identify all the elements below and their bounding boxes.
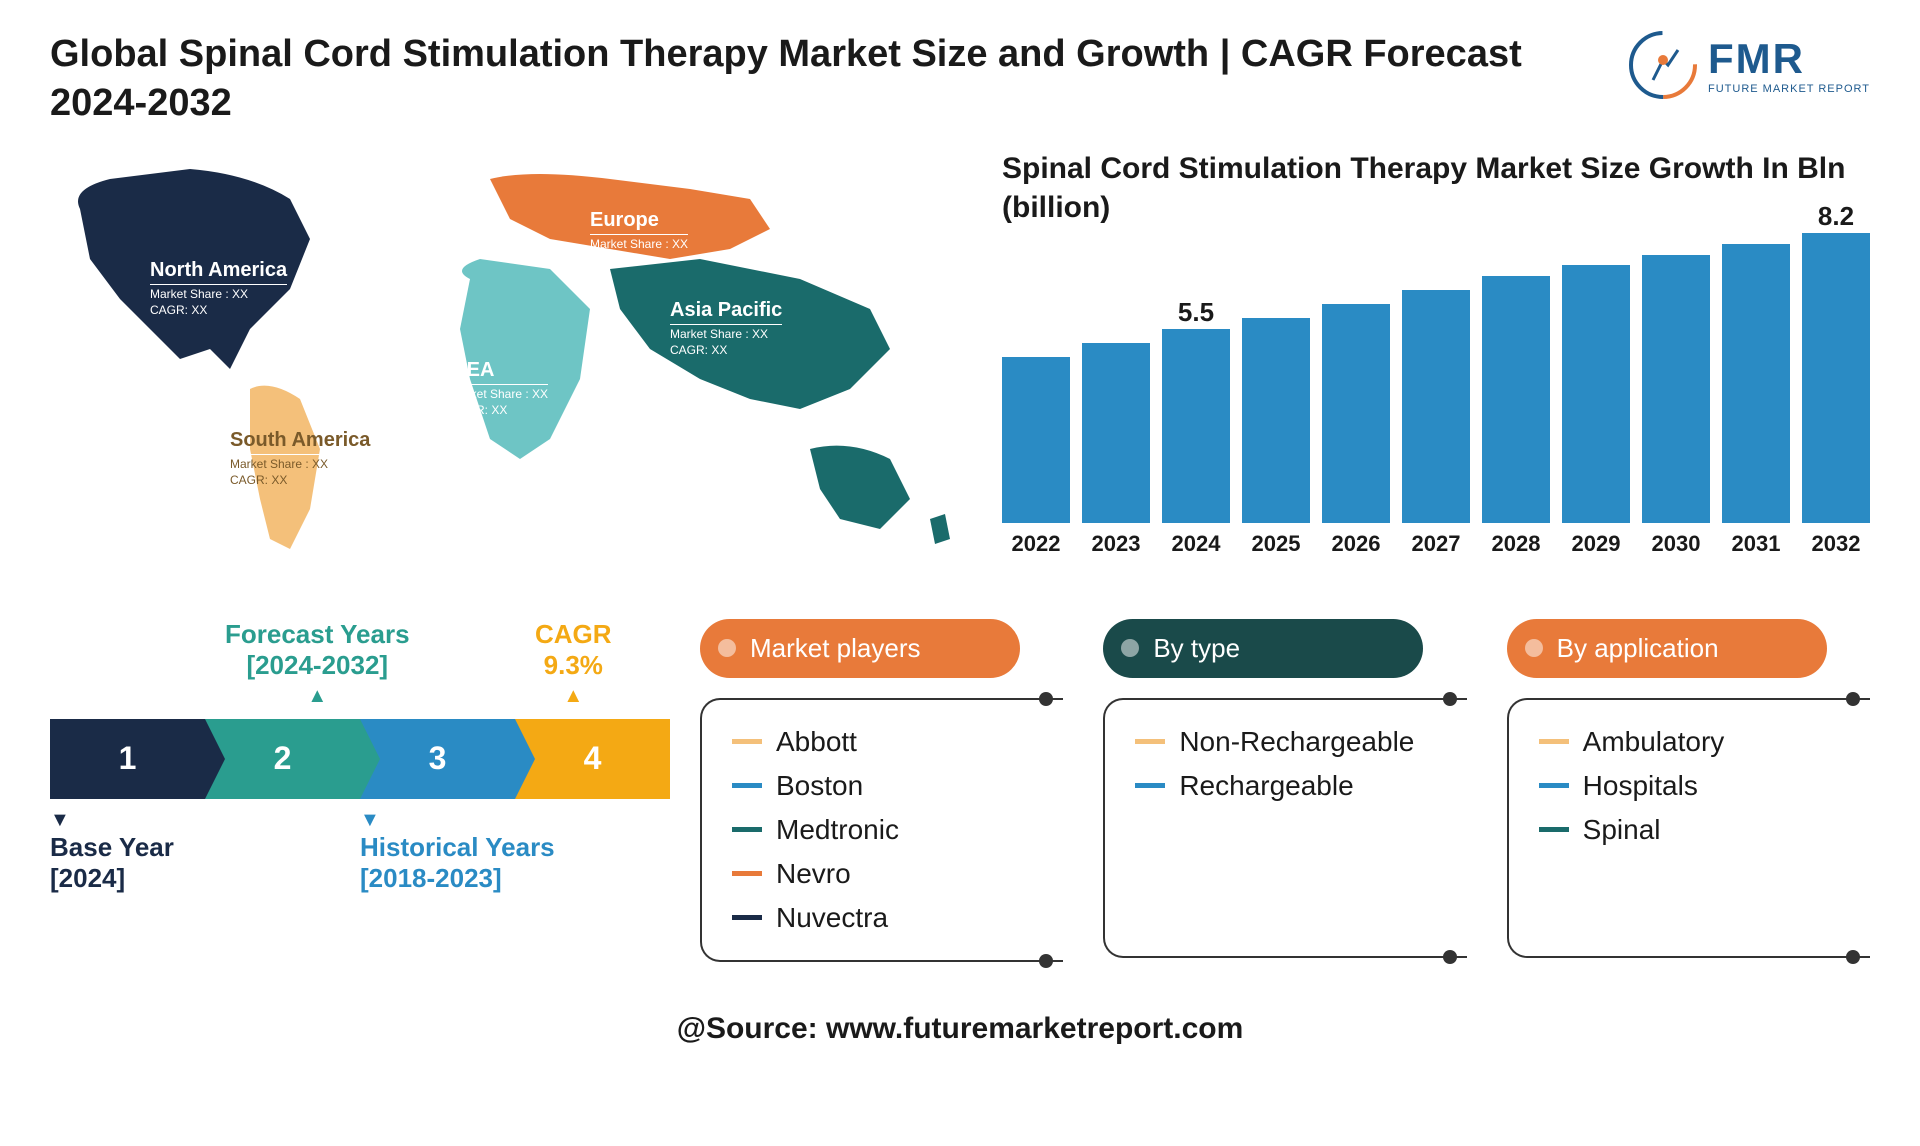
bar-2022: 2022 — [1002, 357, 1070, 557]
bar-chart: Spinal Cord Stimulation Therapy Market S… — [1002, 149, 1870, 569]
timeline-segment-4: 4 — [515, 719, 670, 799]
category-item: Abbott — [732, 720, 1063, 764]
world-map: North AmericaMarket Share : XXCAGR: XX So… — [50, 149, 962, 569]
bar-2024: 5.52024 — [1162, 329, 1230, 557]
category-item: Medtronic — [732, 808, 1063, 852]
bar-2030: 2030 — [1642, 255, 1710, 557]
timeline-label-bottom: ▼Base Year[2024] — [50, 809, 174, 894]
category-item: Boston — [732, 764, 1063, 808]
timeline-segment-3: 3 — [360, 719, 515, 799]
bar-2025: 2025 — [1242, 318, 1310, 557]
bar-2029: 2029 — [1562, 265, 1630, 557]
source-footer: @Source: www.futuremarketreport.com — [50, 1012, 1870, 1046]
logo: FMR FUTURE MARKET REPORT — [1628, 30, 1870, 100]
chart-title: Spinal Cord Stimulation Therapy Market S… — [1002, 149, 1870, 227]
category-item: Nevro — [732, 852, 1063, 896]
logo-text: FMR — [1708, 35, 1870, 83]
bar-2031: 2031 — [1722, 244, 1790, 557]
region-label-north-america: North AmericaMarket Share : XXCAGR: XX — [150, 259, 287, 317]
region-label-europe: EuropeMarket Share : XXCAGR: XX — [590, 209, 688, 267]
category-header: Market players — [700, 619, 1020, 678]
region-label-asia-pacific: Asia PacificMarket Share : XXCAGR: XX — [670, 299, 782, 357]
category-item: Spinal — [1539, 808, 1870, 852]
timeline-label-top: CAGR9.3%▲ — [535, 619, 612, 708]
region-label-south-america: South AmericaMarket Share : XXCAGR: XX — [230, 429, 370, 487]
category-item: Nuvectra — [732, 896, 1063, 940]
category-item: Non-Rechargeable — [1135, 720, 1466, 764]
timeline-segment-2: 2 — [205, 719, 360, 799]
logo-subtext: FUTURE MARKET REPORT — [1708, 83, 1870, 95]
category-by-application: By application AmbulatoryHospitalsSpinal — [1507, 619, 1870, 962]
category-market-players: Market players AbbottBostonMedtronicNevro… — [700, 619, 1063, 962]
bar-2028: 2028 — [1482, 276, 1550, 557]
category-header: By type — [1103, 619, 1423, 678]
bar-2027: 2027 — [1402, 290, 1470, 557]
category-item: Ambulatory — [1539, 720, 1870, 764]
timeline: Forecast Years[2024-2032]▲ CAGR9.3%▲ 1234… — [50, 619, 670, 962]
category-item: Rechargeable — [1135, 764, 1466, 808]
region-label-mea: MEAMarket Share : XXCAGR: XX — [450, 359, 548, 417]
bar-2023: 2023 — [1082, 343, 1150, 557]
timeline-label-top: Forecast Years[2024-2032]▲ — [225, 619, 410, 708]
category-header: By application — [1507, 619, 1827, 678]
category-by-type: By type Non-RechargeableRechargeable — [1103, 619, 1466, 962]
bar-2032: 8.22032 — [1802, 233, 1870, 556]
page-title: Global Spinal Cord Stimulation Therapy M… — [50, 30, 1550, 129]
bar-2026: 2026 — [1322, 304, 1390, 557]
timeline-label-bottom: ▼Historical Years[2018-2023] — [360, 809, 555, 894]
timeline-segment-1: 1 — [50, 719, 205, 799]
category-item: Hospitals — [1539, 764, 1870, 808]
fmr-logo-icon — [1628, 30, 1698, 100]
